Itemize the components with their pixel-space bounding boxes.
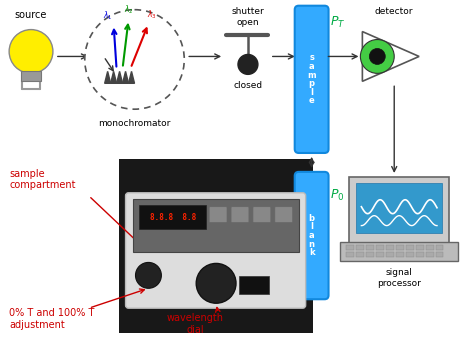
Text: $\lambda_2$: $\lambda_2$ — [124, 3, 133, 16]
Text: sample
compartment: sample compartment — [9, 169, 76, 190]
Polygon shape — [128, 71, 135, 83]
Text: open: open — [237, 18, 259, 27]
FancyBboxPatch shape — [295, 172, 328, 299]
Text: $P_T$: $P_T$ — [329, 15, 345, 30]
FancyBboxPatch shape — [133, 199, 299, 253]
Text: detector: detector — [375, 7, 413, 16]
FancyBboxPatch shape — [406, 252, 414, 257]
FancyBboxPatch shape — [340, 242, 458, 261]
Text: 0% T and 100% T
adjustment: 0% T and 100% T adjustment — [9, 308, 94, 330]
FancyBboxPatch shape — [209, 207, 227, 223]
Circle shape — [369, 48, 385, 64]
FancyBboxPatch shape — [436, 245, 444, 250]
FancyBboxPatch shape — [386, 245, 394, 250]
Text: signal
processor: signal processor — [377, 268, 421, 288]
FancyBboxPatch shape — [366, 245, 374, 250]
FancyBboxPatch shape — [356, 183, 442, 232]
Text: monochromator: monochromator — [98, 119, 171, 128]
Text: s
a
m
p
l
e: s a m p l e — [307, 53, 316, 105]
FancyBboxPatch shape — [416, 252, 424, 257]
Text: $\lambda_3$: $\lambda_3$ — [147, 8, 157, 21]
FancyBboxPatch shape — [356, 252, 364, 257]
Polygon shape — [105, 71, 110, 83]
FancyBboxPatch shape — [21, 71, 41, 81]
Text: source: source — [15, 10, 47, 20]
Text: b
l
a
n
k: b l a n k — [309, 214, 315, 258]
FancyBboxPatch shape — [118, 159, 313, 333]
Polygon shape — [110, 71, 117, 83]
Text: closed: closed — [233, 81, 263, 90]
FancyBboxPatch shape — [426, 245, 434, 250]
Circle shape — [196, 263, 236, 303]
Circle shape — [136, 262, 161, 288]
FancyBboxPatch shape — [436, 252, 444, 257]
Text: wavelength
dial: wavelength dial — [167, 313, 224, 335]
FancyBboxPatch shape — [396, 245, 404, 250]
FancyBboxPatch shape — [139, 205, 206, 229]
FancyBboxPatch shape — [126, 193, 306, 308]
FancyBboxPatch shape — [376, 245, 384, 250]
FancyBboxPatch shape — [426, 252, 434, 257]
Text: $P_0$: $P_0$ — [329, 188, 344, 203]
FancyBboxPatch shape — [295, 6, 328, 153]
FancyBboxPatch shape — [376, 252, 384, 257]
FancyBboxPatch shape — [406, 245, 414, 250]
Text: 8.8.8  8.8: 8.8.8 8.8 — [150, 213, 196, 222]
Polygon shape — [123, 71, 128, 83]
FancyBboxPatch shape — [366, 252, 374, 257]
Circle shape — [85, 10, 184, 109]
FancyBboxPatch shape — [346, 245, 354, 250]
FancyBboxPatch shape — [386, 252, 394, 257]
Circle shape — [9, 30, 53, 73]
Circle shape — [360, 40, 394, 73]
FancyBboxPatch shape — [275, 207, 293, 223]
Polygon shape — [363, 32, 419, 81]
FancyBboxPatch shape — [346, 252, 354, 257]
Polygon shape — [117, 71, 123, 83]
Text: shutter: shutter — [232, 7, 264, 16]
Text: $\lambda_1$: $\lambda_1$ — [103, 9, 112, 22]
Circle shape — [238, 54, 258, 74]
FancyBboxPatch shape — [239, 276, 269, 294]
FancyBboxPatch shape — [349, 177, 449, 243]
FancyBboxPatch shape — [396, 252, 404, 257]
FancyBboxPatch shape — [416, 245, 424, 250]
FancyBboxPatch shape — [231, 207, 249, 223]
FancyBboxPatch shape — [253, 207, 271, 223]
FancyBboxPatch shape — [356, 245, 364, 250]
